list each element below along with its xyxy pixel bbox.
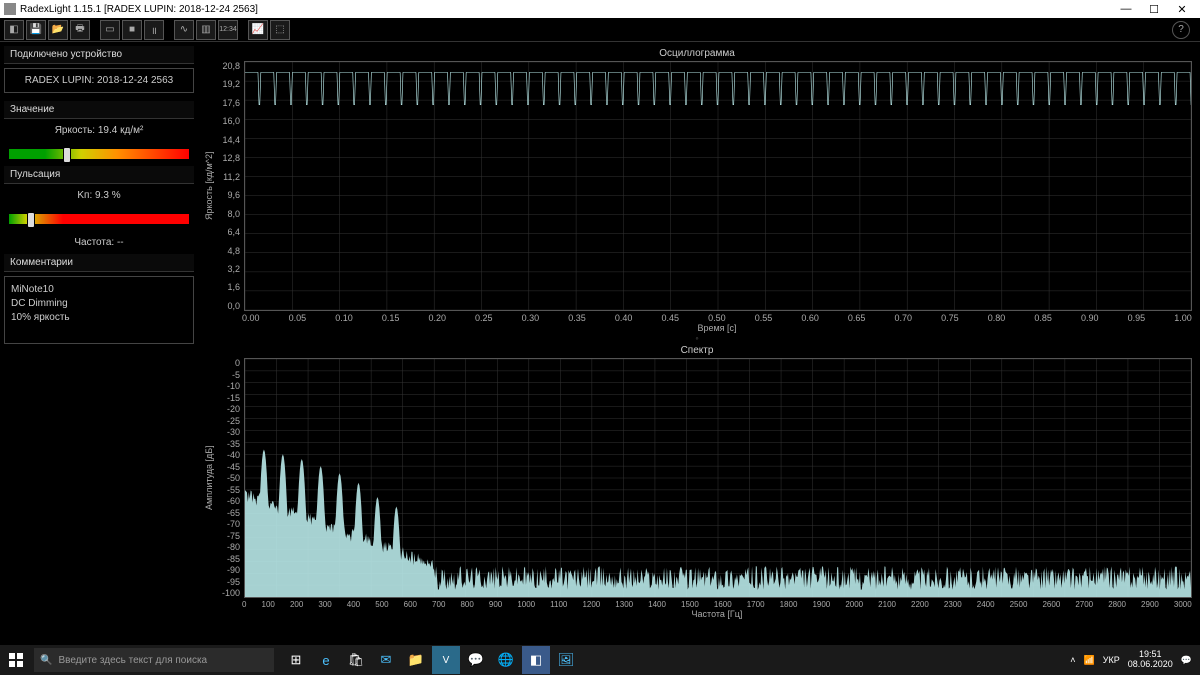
device-header: Подключено устройство bbox=[4, 46, 194, 64]
tool-print-icon[interactable]: 🖶 bbox=[70, 20, 90, 40]
spec-plot[interactable] bbox=[244, 358, 1192, 598]
close-button[interactable]: ✕ bbox=[1168, 3, 1196, 16]
radex-taskbar-icon[interactable]: ◧ bbox=[522, 646, 550, 674]
window-titlebar: RadexLight 1.15.1 [RADEX LUPIN: 2018-12-… bbox=[0, 0, 1200, 18]
help-button[interactable]: ? bbox=[1172, 21, 1190, 39]
tray-date[interactable]: 08.06.2020 bbox=[1128, 660, 1173, 670]
comment-line: MiNote10 bbox=[11, 283, 187, 297]
value-header: Значение bbox=[4, 101, 194, 119]
taskview-icon[interactable]: ⊞ bbox=[282, 646, 310, 674]
brightness-gauge bbox=[8, 148, 190, 160]
taskbar: 🔍 Введите здесь текст для поиска ⊞ e 🛍 ✉… bbox=[0, 645, 1200, 675]
tool-bars-icon[interactable]: ▥ bbox=[196, 20, 216, 40]
brightness-label: Яркость: 19.4 кд/м² bbox=[4, 119, 194, 142]
toolbar: ◧ 💾 📂 🖶 ▭ ■ ॥ ∿ ▥ 12:34 📈 ⬚ ? bbox=[0, 18, 1200, 42]
tool-open-icon[interactable]: 📂 bbox=[48, 20, 68, 40]
osc-yaxis: 20,819,217,616,014,412,811,29,68,06,44,8… bbox=[216, 61, 244, 311]
osc-plot[interactable] bbox=[244, 61, 1192, 311]
store-icon[interactable]: 🛍 bbox=[342, 646, 370, 674]
search-box[interactable]: 🔍 Введите здесь текст для поиска bbox=[34, 648, 274, 672]
tool-osc-icon[interactable]: ∿ bbox=[174, 20, 194, 40]
tool-stop-icon[interactable]: ■ bbox=[122, 20, 142, 40]
search-placeholder: Введите здесь текст для поиска bbox=[58, 655, 207, 666]
tray-notif-icon[interactable]: 💬 bbox=[1181, 655, 1192, 666]
tool-rec-icon[interactable]: ▭ bbox=[100, 20, 120, 40]
start-button[interactable] bbox=[0, 645, 32, 675]
tool-save-icon[interactable]: 💾 bbox=[26, 20, 46, 40]
comments-header: Комментарии bbox=[4, 254, 194, 272]
comments-box[interactable]: MiNote10 DC Dimming 10% яркость bbox=[4, 276, 194, 344]
tray-up-icon[interactable]: ˄ bbox=[1070, 655, 1075, 665]
comment-line: 10% яркость bbox=[11, 311, 187, 325]
chrome-icon[interactable]: 🌐 bbox=[492, 646, 520, 674]
sidebar: Подключено устройство RADEX LUPIN: 2018-… bbox=[0, 42, 198, 634]
minimize-button[interactable]: — bbox=[1112, 3, 1140, 15]
tool-time-icon[interactable]: 12:34 bbox=[218, 20, 238, 40]
mail-icon[interactable]: ✉ bbox=[372, 646, 400, 674]
tray-lang[interactable]: УКР bbox=[1103, 655, 1120, 665]
tray-wifi-icon[interactable]: 📶 bbox=[1084, 655, 1095, 666]
osc-ylabel: Яркость [кд/м^2] bbox=[202, 61, 216, 311]
edge-icon[interactable]: e bbox=[312, 646, 340, 674]
spec-xlabel: Частота [Гц] bbox=[202, 609, 1192, 619]
window-title: RadexLight 1.15.1 [RADEX LUPIN: 2018-12-… bbox=[20, 4, 258, 15]
tool-pause-icon[interactable]: ॥ bbox=[144, 20, 164, 40]
tool-new-icon[interactable]: ◧ bbox=[4, 20, 24, 40]
photos-icon[interactable]: 🖼 bbox=[552, 646, 580, 674]
osc-xlabel: Время [c] bbox=[202, 323, 1192, 333]
tool-chart1-icon[interactable]: 📈 bbox=[248, 20, 268, 40]
tool-chart2-icon[interactable]: ⬚ bbox=[270, 20, 290, 40]
app-v-icon[interactable]: V bbox=[432, 646, 460, 674]
app-icon bbox=[4, 3, 16, 15]
search-icon: 🔍 bbox=[40, 655, 52, 666]
pulse-label: Kп: 9.3 % bbox=[4, 184, 194, 207]
viber-icon[interactable]: 💬 bbox=[462, 646, 490, 674]
spec-ylabel: Амплитуда [дБ] bbox=[202, 358, 216, 598]
maximize-button[interactable]: ☐ bbox=[1140, 3, 1168, 16]
pulse-gauge bbox=[8, 213, 190, 225]
device-name: RADEX LUPIN: 2018-12-24 2563 bbox=[4, 68, 194, 93]
explorer-icon[interactable]: 📁 bbox=[402, 646, 430, 674]
comment-line: DC Dimming bbox=[11, 297, 187, 311]
osc-title: Осциллограмма bbox=[202, 46, 1192, 61]
pulse-header: Пульсация bbox=[4, 166, 194, 184]
osc-xaxis: 0.000.050.100.150.200.250.300.350.400.45… bbox=[202, 311, 1192, 323]
spec-xaxis: 0100200300400500600700800900100011001200… bbox=[202, 598, 1192, 609]
freq-label: Частота: -- bbox=[4, 231, 194, 254]
spec-yaxis: 0-5-10-15-20-25-30-35-40-45-50-55-60-65-… bbox=[216, 358, 244, 598]
spec-title: Спектр bbox=[202, 343, 1192, 358]
